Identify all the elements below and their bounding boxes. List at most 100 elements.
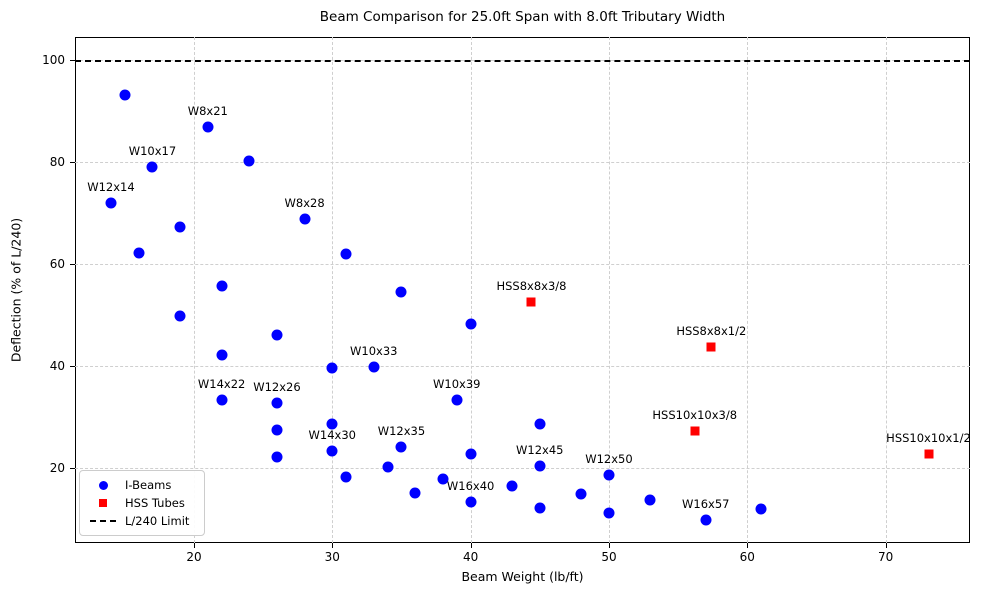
- data-point-w8x28: [299, 213, 311, 225]
- point-label: W12x26: [253, 380, 301, 395]
- data-point-w10x39: [451, 394, 463, 406]
- legend-item-hss-tubes: HSS Tubes: [90, 496, 194, 510]
- data-point: [437, 473, 449, 485]
- data-point: [465, 448, 477, 460]
- limit-line: [75, 60, 970, 63]
- data-point: [534, 502, 546, 514]
- data-point: [119, 89, 131, 101]
- data-point: [216, 280, 228, 292]
- y-tick-label: 80: [49, 155, 65, 170]
- x-gridline: [885, 37, 887, 543]
- point-label: W12x45: [516, 443, 564, 458]
- data-point: [133, 247, 145, 259]
- y-gridline: [75, 264, 970, 266]
- y-gridline: [75, 366, 970, 368]
- data-point: [506, 480, 518, 492]
- y-tick-label: 60: [49, 257, 65, 272]
- data-point: [340, 248, 352, 260]
- data-point: [243, 155, 255, 167]
- y-axis-label: Deflection (% of L/240): [8, 217, 24, 363]
- point-label: W12x14: [87, 180, 135, 195]
- data-point: [465, 318, 477, 330]
- point-label: W12x50: [585, 451, 633, 466]
- data-point-w12x35: [395, 441, 407, 453]
- data-point-w14x22: [216, 394, 228, 406]
- x-gridline: [747, 37, 749, 543]
- point-label: W16x40: [446, 478, 495, 493]
- x-tick-label: 60: [739, 550, 755, 564]
- x-gridline: [193, 37, 195, 543]
- point-label: HSS8x8x3/8: [496, 279, 567, 294]
- data-point: [216, 349, 228, 361]
- data-point: [395, 286, 407, 298]
- y-tick-mark: [70, 366, 75, 368]
- dashed-line-icon: [90, 520, 116, 522]
- point-label: W8x21: [187, 103, 228, 118]
- x-gridline: [332, 37, 334, 543]
- hss-tubes-marker-icon: [90, 499, 116, 507]
- x-gridline: [470, 37, 472, 543]
- x-tick-label: 20: [186, 550, 202, 564]
- data-point-w14x30: [326, 445, 338, 457]
- x-tick-mark: [885, 543, 887, 548]
- point-label: W14x30: [308, 428, 357, 443]
- data-point-w12x14: [105, 197, 117, 209]
- x-tick-label: 50: [601, 550, 617, 564]
- point-label: HSS10x10x3/8: [652, 407, 738, 422]
- legend-label-limit: L/240 Limit: [125, 514, 190, 528]
- point-label: HSS8x8x1/2: [676, 324, 747, 339]
- point-label: HSS10x10x1/2: [886, 430, 971, 445]
- point-label: W14x22: [197, 377, 246, 392]
- data-point: [174, 221, 186, 233]
- x-tick-label: 40: [462, 550, 479, 564]
- legend-label-ibeams: I-Beams: [125, 478, 172, 492]
- data-point: [382, 461, 394, 473]
- y-tick-mark: [70, 468, 75, 470]
- data-point: [755, 503, 767, 515]
- legend-item-limit: L/240 Limit: [90, 514, 194, 528]
- data-point: [534, 418, 546, 430]
- y-tick-mark: [70, 60, 75, 62]
- data-point: [271, 329, 283, 341]
- data-point: [271, 451, 283, 463]
- point-label: W8x28: [284, 196, 325, 211]
- data-point: [174, 310, 186, 322]
- legend-label-hss-tubes: HSS Tubes: [125, 496, 185, 510]
- x-tick-mark: [747, 543, 749, 548]
- data-point: [326, 418, 338, 430]
- data-point-w12x45: [534, 460, 546, 472]
- data-point-hss10x10x1/2: [924, 449, 933, 459]
- data-point: [409, 487, 421, 499]
- data-point-w10x17: [146, 161, 158, 173]
- data-point: [575, 488, 587, 500]
- data-point-hss10x10x3/8: [690, 426, 700, 436]
- ibeams-marker-icon: [90, 480, 116, 490]
- data-point: [644, 494, 656, 506]
- y-tick-mark: [70, 264, 75, 266]
- x-tick-mark: [193, 543, 195, 548]
- data-point: [603, 507, 615, 519]
- y-tick-label: 20: [49, 461, 65, 476]
- y-tick-mark: [70, 162, 75, 164]
- chart-title: Beam Comparison for 25.0ft Span with 8.0…: [319, 9, 726, 25]
- point-label: W10x39: [433, 376, 481, 391]
- legend-item-ibeams: I-Beams: [90, 478, 194, 492]
- legend: I-Beams HSS Tubes L/240 Limit: [79, 470, 205, 536]
- x-tick-label: 30: [324, 550, 340, 564]
- data-point-w12x26: [271, 397, 283, 409]
- data-point-w12x50: [603, 469, 615, 481]
- data-point-hss8x8x1/2: [706, 342, 716, 352]
- data-point-w10x33: [368, 361, 380, 373]
- data-point: [271, 424, 283, 436]
- data-point-w8x21: [202, 121, 214, 133]
- y-gridline: [75, 468, 970, 470]
- point-label: W12x35: [377, 424, 426, 439]
- x-tick-label: 70: [877, 550, 894, 564]
- data-point-w16x40: [465, 496, 477, 508]
- x-axis-label: Beam Weight (lb/ft): [461, 569, 584, 584]
- point-label: W10x33: [350, 344, 398, 359]
- data-point-hss8x8x3/8: [526, 297, 536, 307]
- x-tick-mark: [332, 543, 334, 548]
- x-gridline: [608, 37, 610, 543]
